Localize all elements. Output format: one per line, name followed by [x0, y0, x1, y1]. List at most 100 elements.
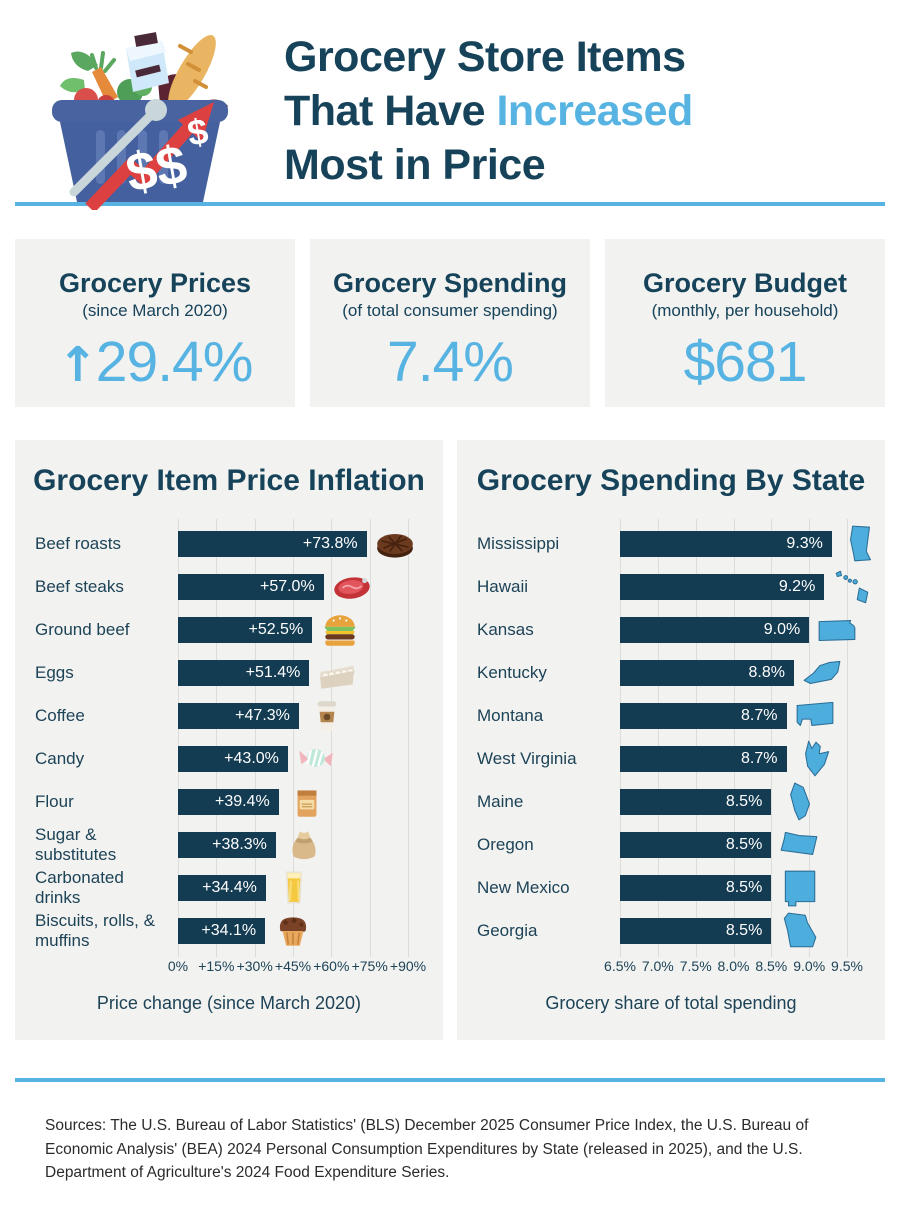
bar: +34.1%: [178, 917, 266, 944]
gridlines: [178, 519, 409, 957]
x-tick-label: +60%: [313, 958, 350, 974]
bar-value-label: 9.0%: [763, 620, 801, 638]
row-plot: 8.5%: [620, 781, 885, 823]
x-tick-label: 8.0%: [717, 958, 750, 974]
chart-row: New Mexico 8.5%: [457, 866, 885, 909]
category-label: Sugar & substitutes: [35, 824, 117, 864]
bar-value-label: +73.8%: [302, 534, 358, 552]
bar: 9.3%: [620, 530, 832, 557]
basket-handle: [69, 105, 161, 197]
stat-title: Grocery Prices: [58, 268, 252, 298]
chart-row: Beef roasts +73.8%: [15, 522, 443, 565]
bar-value-label: 8.5%: [725, 835, 763, 853]
title-line-1: Grocery Store Items: [284, 33, 686, 81]
x-axis: 0% +15% +30% +45% +60% +75% +90%: [168, 958, 443, 978]
state-west-virginia-icon: [794, 738, 836, 780]
bar-value-label: 9.2%: [778, 577, 816, 595]
bar-value-label: 8.5%: [725, 878, 763, 896]
chart-rows: Mississippi 9.3% Hawaii 9.2% Kansas 9.0% Kentu…: [457, 522, 885, 952]
x-tick-label: +30%: [236, 958, 273, 974]
bar-value-label: 9.3%: [786, 534, 823, 552]
beef-roast-icon: [374, 523, 416, 565]
grid-line: [216, 519, 218, 957]
category-label: Kansas: [477, 619, 534, 639]
bar: 8.7%: [620, 745, 787, 772]
rising-arrow-icon: [85, 119, 197, 213]
chart-title: Grocery Spending By State: [476, 464, 866, 497]
muffin-icon: [272, 910, 314, 952]
eggs-icon: [316, 652, 358, 694]
state-mississippi-icon: [839, 523, 881, 565]
state-maine-icon: [778, 781, 820, 823]
chart-row: Biscuits, rolls, & muffins +34.1%: [15, 909, 443, 952]
carrot-icon: [92, 67, 118, 104]
bar-value-label: 8.7%: [741, 706, 778, 724]
chart-row: Oregon 8.5%: [457, 823, 885, 866]
sources-text: Sources: The U.S. Bureau of Labor Statis…: [45, 1117, 809, 1182]
grid-line: [620, 519, 621, 957]
bar: +73.8%: [178, 530, 367, 557]
category-label: Maine: [477, 791, 524, 811]
bar: +57.0%: [178, 573, 324, 600]
category-label: Beef steaks: [35, 576, 124, 596]
up-arrow-icon: ↑: [57, 337, 98, 393]
row-plot: 8.5%: [620, 910, 885, 952]
state-montana-icon: [794, 695, 836, 737]
stat-title: Grocery Budget: [642, 268, 848, 298]
stat-title: Grocery Spending: [332, 268, 568, 298]
bar-value-label: 8.5%: [725, 921, 763, 939]
grid-line: [771, 519, 773, 957]
state-hawaii-icon: [831, 566, 873, 608]
category-label: Coffee: [35, 705, 85, 725]
title-highlight: Increased: [496, 87, 693, 135]
grid-line: [733, 519, 735, 957]
gridlines: [620, 519, 848, 957]
category-label: West Virginia: [477, 748, 577, 768]
x-tick-label: 9.0%: [793, 958, 826, 974]
row-plot: 8.7%: [620, 695, 885, 737]
stat-cards: Grocery Prices (since March 2020) ↑29.4%…: [15, 239, 885, 407]
coffee-icon: [306, 695, 348, 737]
x-tick-label: 6.5%: [604, 958, 636, 974]
chart-row: Eggs +51.4%: [15, 651, 443, 694]
row-plot: 9.3%: [620, 523, 885, 565]
chart-row: Montana 8.7%: [457, 694, 885, 737]
bar: +34.4%: [178, 874, 266, 901]
beef-steak-icon: [331, 566, 373, 608]
row-plot: 8.8%: [620, 652, 885, 694]
row-plot: 9.2%: [620, 566, 885, 608]
bar: 8.5%: [620, 788, 772, 815]
bar: +39.4%: [178, 788, 279, 815]
row-plot: +39.4%: [178, 781, 443, 823]
bar-value-label: +43.0%: [224, 749, 279, 767]
top-divider: [15, 202, 885, 206]
x-tick-label: 7.0%: [641, 958, 674, 974]
grid-line: [809, 519, 811, 957]
bar: +38.3%: [178, 831, 276, 858]
x-axis-label: Grocery share of total spending: [545, 993, 797, 1013]
chart-row: Flour +39.4%: [15, 780, 443, 823]
grid-line: [695, 519, 697, 957]
grid-line: [293, 519, 294, 957]
chart-row: Georgia 8.5%: [457, 909, 885, 952]
x-tick-label: 0%: [167, 958, 189, 974]
bar: 8.5%: [620, 831, 772, 858]
soda-icon: [273, 867, 315, 909]
bar-value-label: +51.4%: [245, 663, 301, 681]
grid-line: [254, 519, 256, 957]
category-label: Candy: [35, 748, 85, 768]
row-plot: +38.3%: [178, 824, 443, 866]
row-plot: +52.5%: [178, 609, 443, 651]
bar: +43.0%: [178, 745, 288, 772]
category-label: Ground beef: [35, 619, 130, 639]
bar-value-label: +57.0%: [259, 577, 315, 595]
grocery-basket-logo-icon: $$ $: [40, 20, 240, 213]
x-tick-label: 7.5%: [679, 958, 712, 974]
chart-row: Coffee +47.3%: [15, 694, 443, 737]
bar: 8.7%: [620, 702, 787, 729]
stat-value: $681: [683, 330, 808, 394]
bar: 9.0%: [620, 616, 810, 643]
bar-value-label: 8.7%: [741, 749, 778, 767]
category-label: Eggs: [35, 662, 74, 682]
bar: 9.2%: [620, 573, 825, 600]
